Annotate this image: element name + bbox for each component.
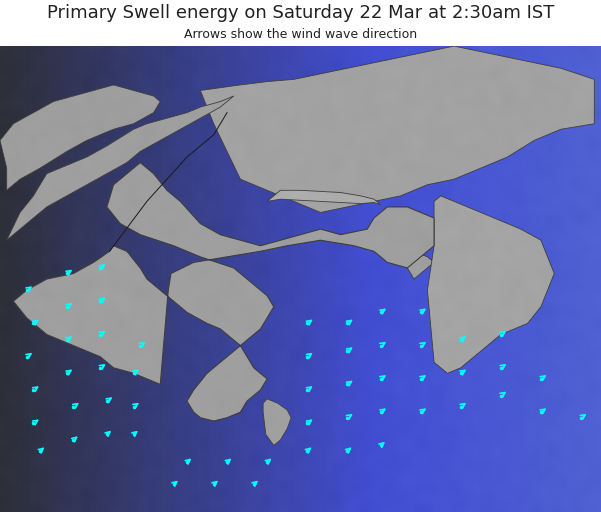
Polygon shape bbox=[13, 163, 434, 421]
Polygon shape bbox=[267, 190, 380, 205]
Polygon shape bbox=[374, 218, 434, 279]
Polygon shape bbox=[263, 399, 291, 445]
Text: Primary Swell energy on Saturday 22 Mar at 2:30am IST: Primary Swell energy on Saturday 22 Mar … bbox=[47, 4, 554, 22]
Text: Arrows show the wind wave direction: Arrows show the wind wave direction bbox=[184, 28, 417, 41]
Polygon shape bbox=[200, 46, 594, 212]
Polygon shape bbox=[7, 96, 234, 240]
Polygon shape bbox=[0, 85, 160, 190]
Polygon shape bbox=[427, 196, 554, 373]
